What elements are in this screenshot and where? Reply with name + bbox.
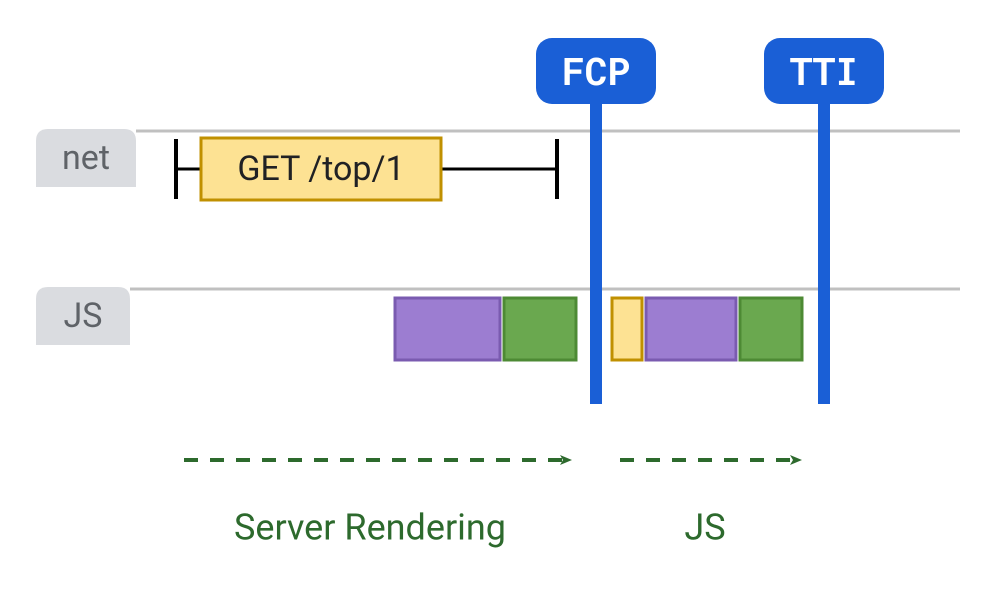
js-block-3 (646, 298, 736, 360)
js-block-4 (740, 298, 802, 360)
row-label-net-text: net (62, 138, 110, 178)
js-block-2 (612, 298, 642, 360)
phase-label-1: JS (684, 507, 725, 549)
row-label-js-text: JS (64, 296, 103, 336)
net-request-label: GET /top/1 (237, 149, 404, 189)
phase-label-0: Server Rendering (234, 507, 506, 549)
js-block-0 (395, 298, 500, 360)
marker-badge-fcp-text: FCP (562, 46, 630, 96)
js-block-1 (504, 298, 576, 360)
marker-badge-tti-text: TTI (790, 46, 858, 96)
